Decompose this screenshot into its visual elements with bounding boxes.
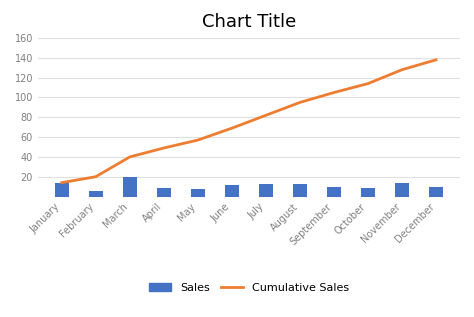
Bar bbox=[89, 191, 102, 197]
Bar bbox=[395, 183, 409, 197]
Bar bbox=[361, 188, 375, 197]
Bar bbox=[293, 184, 307, 197]
Bar bbox=[429, 187, 443, 197]
Bar bbox=[327, 187, 341, 197]
Bar bbox=[191, 189, 205, 197]
Bar bbox=[259, 184, 273, 197]
Legend: Sales, Cumulative Sales: Sales, Cumulative Sales bbox=[144, 278, 354, 297]
Bar bbox=[123, 177, 137, 197]
Bar bbox=[55, 183, 69, 197]
Bar bbox=[157, 188, 171, 197]
Title: Chart Title: Chart Title bbox=[202, 13, 296, 31]
Bar bbox=[225, 184, 238, 197]
